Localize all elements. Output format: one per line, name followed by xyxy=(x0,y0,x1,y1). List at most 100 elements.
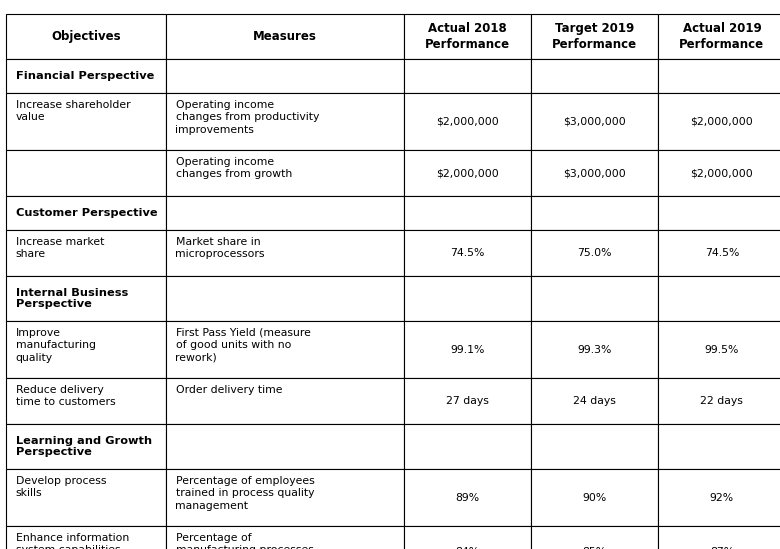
Bar xyxy=(404,150,531,196)
Text: 75.0%: 75.0% xyxy=(577,248,612,258)
Bar xyxy=(531,526,658,549)
Bar xyxy=(6,526,166,549)
Text: 99.5%: 99.5% xyxy=(704,345,739,355)
Bar xyxy=(6,276,166,321)
Text: Financial Perspective: Financial Perspective xyxy=(16,71,154,81)
Bar xyxy=(166,59,404,93)
Bar xyxy=(6,150,166,196)
Bar xyxy=(658,93,780,150)
Text: $2,000,000: $2,000,000 xyxy=(690,117,753,127)
Bar xyxy=(658,276,780,321)
Bar xyxy=(658,378,780,424)
Bar xyxy=(6,93,166,150)
Text: $2,000,000: $2,000,000 xyxy=(690,168,753,178)
Text: 27 days: 27 days xyxy=(446,396,489,406)
Bar xyxy=(404,321,531,378)
Bar xyxy=(166,378,404,424)
Text: Actual 2018
Performance: Actual 2018 Performance xyxy=(425,22,510,51)
Bar xyxy=(6,378,166,424)
Bar xyxy=(531,150,658,196)
Bar xyxy=(658,230,780,276)
Bar xyxy=(166,14,404,59)
Text: 99.1%: 99.1% xyxy=(450,345,485,355)
Bar xyxy=(531,424,658,469)
Bar xyxy=(531,196,658,230)
Bar xyxy=(166,321,404,378)
Bar xyxy=(404,93,531,150)
Text: 74.5%: 74.5% xyxy=(704,248,739,258)
Bar xyxy=(531,378,658,424)
Text: 74.5%: 74.5% xyxy=(450,248,485,258)
Bar xyxy=(166,424,404,469)
Bar xyxy=(6,469,166,526)
Text: Enhance information
system capabilities: Enhance information system capabilities xyxy=(16,533,129,549)
Text: Operating income
changes from productivity
improvements: Operating income changes from productivi… xyxy=(176,100,319,135)
Text: Percentage of employees
trained in process quality
management: Percentage of employees trained in proce… xyxy=(176,476,314,511)
Bar xyxy=(531,469,658,526)
Text: $2,000,000: $2,000,000 xyxy=(436,117,499,127)
Bar xyxy=(6,59,166,93)
Text: $3,000,000: $3,000,000 xyxy=(563,168,626,178)
Bar xyxy=(531,321,658,378)
Bar xyxy=(166,469,404,526)
Text: 85%: 85% xyxy=(583,547,607,549)
Text: 24 days: 24 days xyxy=(573,396,616,406)
Bar xyxy=(6,196,166,230)
Bar xyxy=(404,469,531,526)
Bar xyxy=(658,59,780,93)
Bar xyxy=(404,378,531,424)
Text: Actual 2019
Performance: Actual 2019 Performance xyxy=(679,22,764,51)
Text: Develop process
skills: Develop process skills xyxy=(16,476,106,498)
Text: Reduce delivery
time to customers: Reduce delivery time to customers xyxy=(16,385,115,407)
Bar xyxy=(658,196,780,230)
Bar xyxy=(404,196,531,230)
Bar xyxy=(404,526,531,549)
Bar xyxy=(6,424,166,469)
Bar xyxy=(166,276,404,321)
Text: 90%: 90% xyxy=(583,493,607,503)
Text: Customer Perspective: Customer Perspective xyxy=(16,208,158,218)
Text: Order delivery time: Order delivery time xyxy=(176,385,282,395)
Text: Increase market
share: Increase market share xyxy=(16,237,104,259)
Text: Measures: Measures xyxy=(254,30,317,43)
Bar xyxy=(531,230,658,276)
Bar xyxy=(658,424,780,469)
Bar xyxy=(531,93,658,150)
Text: 22 days: 22 days xyxy=(700,396,743,406)
Text: 99.3%: 99.3% xyxy=(577,345,612,355)
Bar xyxy=(658,150,780,196)
Bar xyxy=(6,14,166,59)
Text: $3,000,000: $3,000,000 xyxy=(563,117,626,127)
Bar xyxy=(166,526,404,549)
Bar xyxy=(404,424,531,469)
Bar xyxy=(658,526,780,549)
Bar xyxy=(404,14,531,59)
Text: Increase shareholder
value: Increase shareholder value xyxy=(16,100,130,122)
Text: 89%: 89% xyxy=(456,493,480,503)
Text: 87%: 87% xyxy=(710,547,734,549)
Text: Improve
manufacturing
quality: Improve manufacturing quality xyxy=(16,328,96,362)
Bar xyxy=(658,14,780,59)
Text: Percentage of
manufacturing processes
with real time feedback: Percentage of manufacturing processes wi… xyxy=(176,533,314,549)
Bar xyxy=(531,59,658,93)
Text: Target 2019
Performance: Target 2019 Performance xyxy=(552,22,637,51)
Text: First Pass Yield (measure
of good units with no
rework): First Pass Yield (measure of good units … xyxy=(176,328,310,362)
Text: Internal Business
Perspective: Internal Business Perspective xyxy=(16,288,128,309)
Bar xyxy=(531,14,658,59)
Bar xyxy=(166,150,404,196)
Bar xyxy=(404,59,531,93)
Text: 84%: 84% xyxy=(456,547,480,549)
Bar xyxy=(6,321,166,378)
Text: Learning and Growth
Perspective: Learning and Growth Perspective xyxy=(16,436,152,457)
Text: Market share in
microprocessors: Market share in microprocessors xyxy=(176,237,265,259)
Bar xyxy=(658,321,780,378)
Bar xyxy=(658,469,780,526)
Bar xyxy=(166,93,404,150)
Bar xyxy=(6,230,166,276)
Bar xyxy=(404,276,531,321)
Bar xyxy=(531,276,658,321)
Text: Operating income
changes from growth: Operating income changes from growth xyxy=(176,157,292,180)
Text: $2,000,000: $2,000,000 xyxy=(436,168,499,178)
Text: Objectives: Objectives xyxy=(51,30,121,43)
Bar xyxy=(166,196,404,230)
